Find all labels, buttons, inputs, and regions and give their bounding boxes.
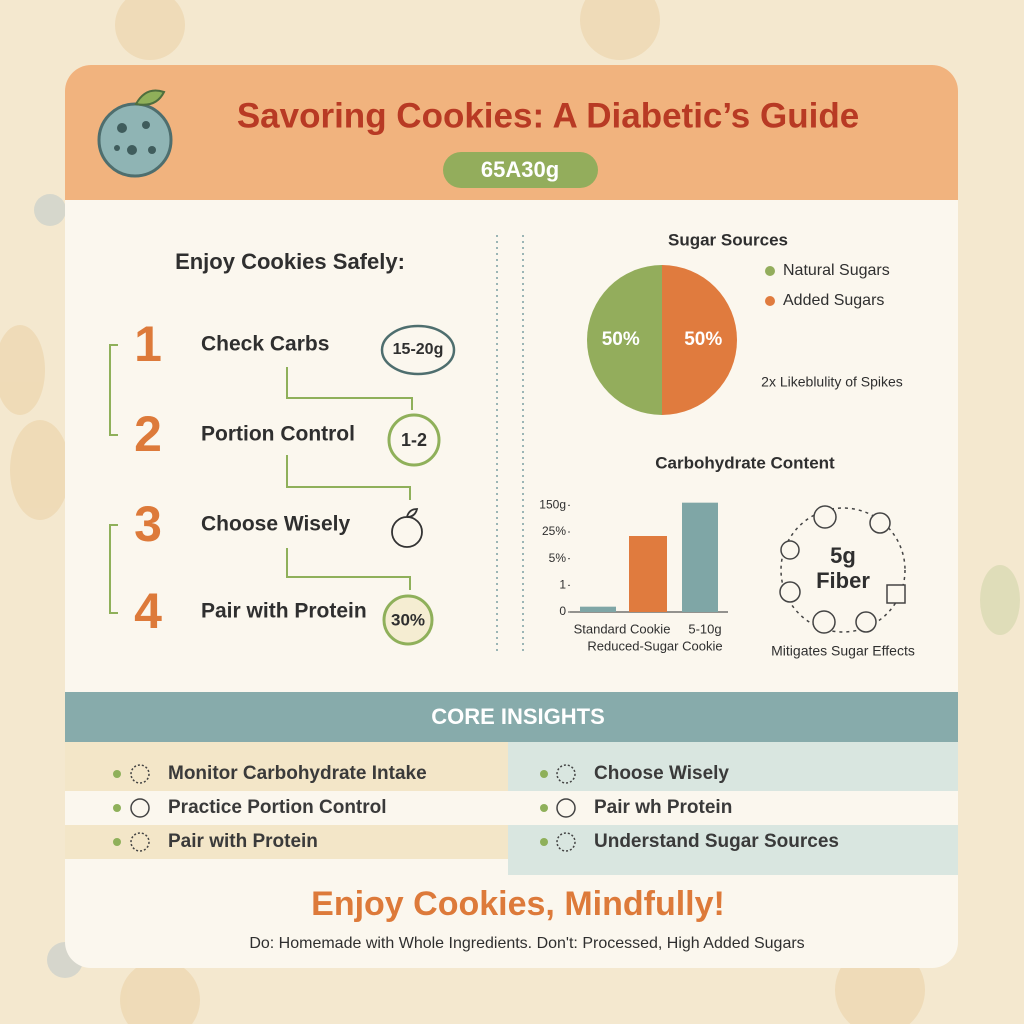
insight-text: Monitor Carbohydrate Intake [168,763,427,784]
bullet [113,770,121,778]
x-tick-label: 5-10g [688,621,721,636]
insight-text: Understand Sugar Sources [594,831,839,852]
insights: Monitor Carbohydrate Intake Practice Port… [113,763,839,852]
bullet [540,770,548,778]
header-band [65,65,958,200]
row-bg [65,825,508,859]
insight-text: Choose Wisely [594,763,729,784]
fiber-caption: Mitigates Sugar Effects [771,643,915,659]
step-number: 1 [134,316,162,372]
step-badge: 1-2 [401,430,427,450]
bar-title: Carbohydrate Content [655,453,835,472]
bullet [113,804,121,812]
legend-label: Natural Sugars [783,262,890,279]
bullet [540,838,548,846]
step-badge: 15-20g [393,341,444,358]
steps-heading: Enjoy Cookies Safely: [175,249,405,274]
row-bg [508,742,958,791]
insight-text: Practice Portion Control [168,797,387,818]
badge-pill [443,152,598,188]
bar-chart: 0 1 5% 25% 150g Standard Cookie Reduced-Sugar … [539,498,728,653]
insights-title: CORE INSIGHTS [431,704,605,729]
fiber-ring [779,505,906,634]
step-number: 2 [134,406,162,462]
fiber-label: Fiber [816,568,870,593]
footer-title: Enjoy Cookies, Mindfully! [311,885,725,923]
badge-circle [382,594,434,646]
title: Savoring Cookies: A Diabetic’s Guide [237,96,859,135]
fiber-value: 5g [830,543,856,568]
x-tick-label: Standard Cookie [574,621,671,636]
y-tick-label: 1 [559,578,566,592]
bullet-icon [556,764,576,784]
legend-swatch [765,296,775,306]
bullet-icon [556,798,576,818]
bullet-icon [130,832,150,852]
badge-circle [387,413,441,467]
steps: 1 Check Carbs 15-20g 2 Portion Control 1-2 3 Ch… [134,316,443,639]
bullet-icon [130,798,150,818]
legend-label: Added Sugars [783,292,884,309]
bullet [113,838,121,846]
step-number: 4 [134,583,162,639]
step-label: Check Carbs [201,333,329,356]
bullet-icon [556,832,576,852]
step-label: Choose Wisely [201,513,351,536]
footer-note: Do: Homemade with Whole Ingredients. Don… [249,935,804,952]
row-bg [508,825,958,875]
bullet [540,804,548,812]
badge-text: 65A30g [481,157,559,182]
pie-label: 50% [602,329,640,350]
connectors [109,344,413,614]
pie-chart: 50% Natural Sugars 50% Added Sugars [587,262,890,415]
pie-annotation: 2x Likeblulity of Spikes [761,374,903,390]
bar [580,606,616,612]
step-label: Pair with Protein [201,600,367,623]
legend-swatch [765,266,775,276]
y-tick-label: 25% [542,524,566,538]
pie-slice [662,265,737,415]
step-label: Portion Control [201,423,355,446]
step-number: 3 [134,496,162,552]
row-bg [65,742,508,791]
pie-label: 50% [684,329,722,350]
badge-oval [380,324,456,376]
insight-text: Pair wh Protein [594,797,732,818]
y-tick-label: 0 [559,604,566,618]
bar [682,502,718,612]
x-tick-label: Reduced-Sugar Cookie [587,638,722,653]
apple-icon [391,508,423,548]
insights-band [65,692,958,742]
bar [629,536,667,612]
pie-title: Sugar Sources [668,230,788,249]
insight-text: Pair with Protein [168,831,318,852]
step-badge: 30% [391,610,425,629]
pie-slice [587,265,662,415]
cookie-icon [97,89,173,178]
bullet-icon [130,764,150,784]
y-tick-label: 5% [549,551,567,565]
y-tick-label: 150g [539,498,566,512]
